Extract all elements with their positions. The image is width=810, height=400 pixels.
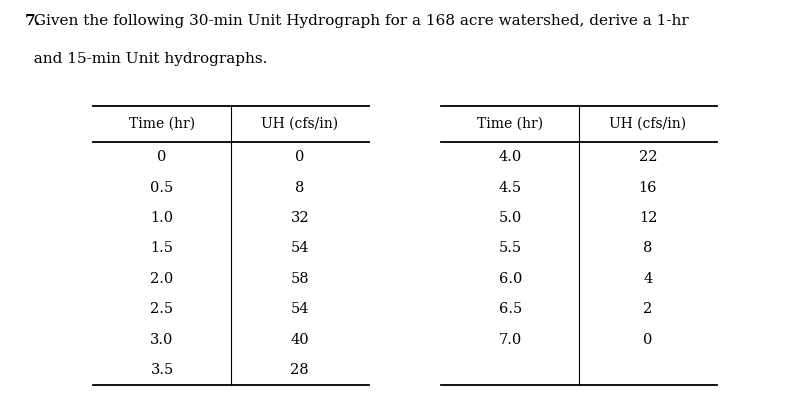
- Text: 0.5: 0.5: [151, 181, 173, 194]
- Text: Time (hr): Time (hr): [129, 117, 195, 131]
- Text: 2.5: 2.5: [151, 302, 173, 316]
- Text: 54: 54: [291, 302, 309, 316]
- Text: 3.5: 3.5: [151, 363, 173, 377]
- Text: 3.0: 3.0: [151, 333, 173, 346]
- Text: 4.5: 4.5: [499, 181, 522, 194]
- Text: 0: 0: [643, 333, 653, 346]
- Text: and 15-min Unit hydrographs.: and 15-min Unit hydrographs.: [24, 52, 267, 66]
- Text: 4.0: 4.0: [499, 150, 522, 164]
- Text: 7.0: 7.0: [499, 333, 522, 346]
- Text: 5.5: 5.5: [499, 241, 522, 256]
- Text: 1.5: 1.5: [151, 241, 173, 256]
- Text: 22: 22: [639, 150, 657, 164]
- Text: Time (hr): Time (hr): [477, 117, 544, 131]
- Text: 4: 4: [643, 272, 653, 286]
- Text: 0: 0: [157, 150, 167, 164]
- Text: 6.0: 6.0: [499, 272, 522, 286]
- Text: 28: 28: [291, 363, 309, 377]
- Text: 2: 2: [643, 302, 653, 316]
- Text: 6.5: 6.5: [499, 302, 522, 316]
- Text: UH (cfs/in): UH (cfs/in): [261, 117, 339, 131]
- Text: 12: 12: [639, 211, 657, 225]
- Text: 40: 40: [291, 333, 309, 346]
- Text: UH (cfs/in): UH (cfs/in): [609, 117, 687, 131]
- Text: 8: 8: [295, 181, 305, 194]
- Text: 58: 58: [291, 272, 309, 286]
- Text: 2.0: 2.0: [151, 272, 173, 286]
- Text: Given the following 30-min Unit Hydrograph for a 168 acre watershed, derive a 1-: Given the following 30-min Unit Hydrogra…: [24, 14, 689, 28]
- Text: 16: 16: [639, 181, 657, 194]
- Text: 54: 54: [291, 241, 309, 256]
- Text: 8: 8: [643, 241, 653, 256]
- Text: 32: 32: [291, 211, 309, 225]
- Text: 0: 0: [295, 150, 305, 164]
- Text: 1.0: 1.0: [151, 211, 173, 225]
- Text: 5.0: 5.0: [499, 211, 522, 225]
- Text: 7.: 7.: [24, 14, 40, 28]
